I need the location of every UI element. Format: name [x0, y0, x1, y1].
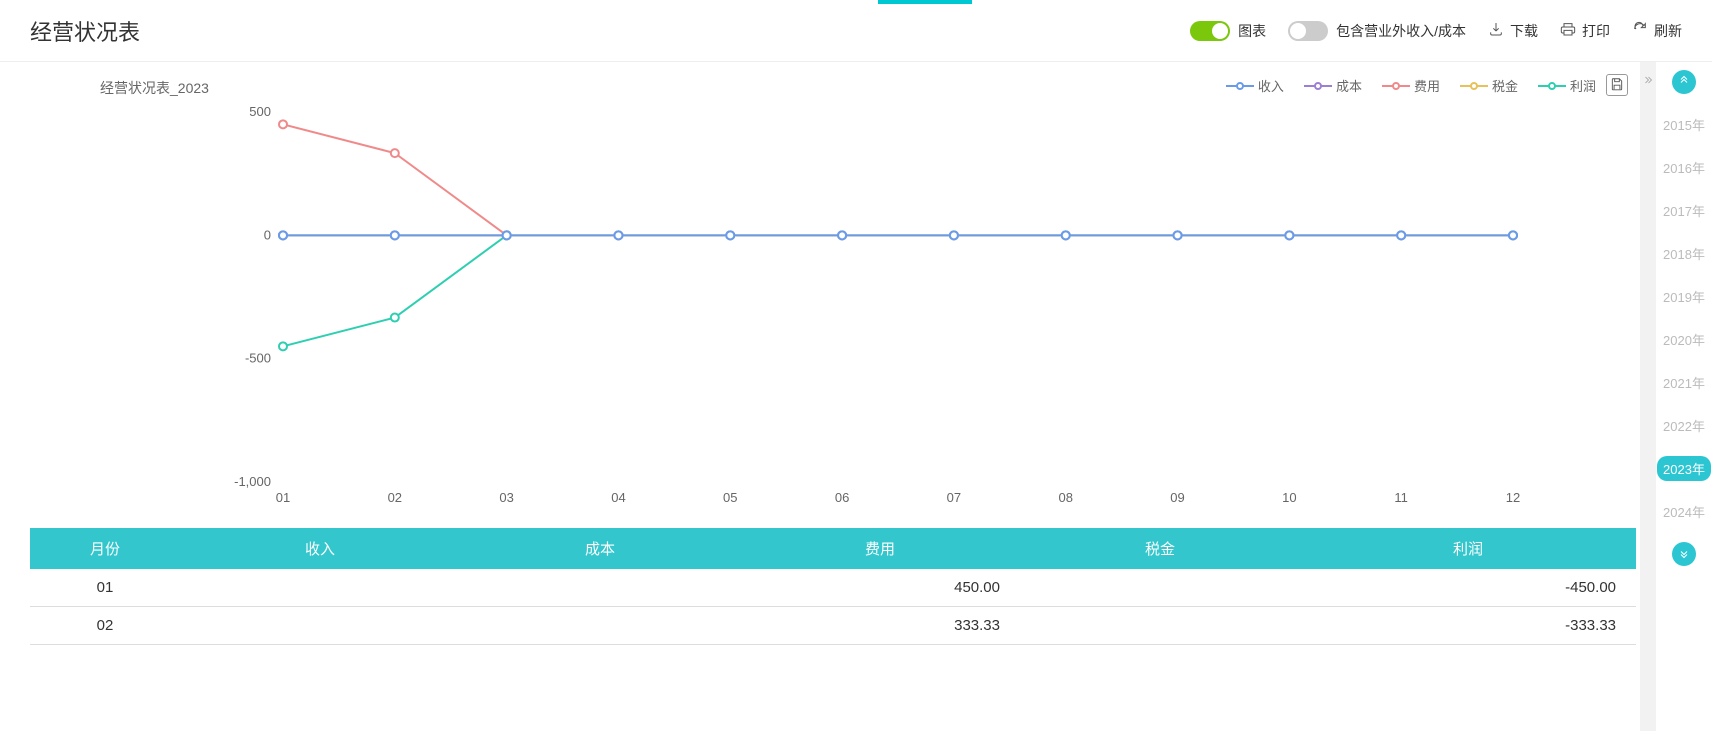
svg-text:06: 06: [835, 490, 849, 505]
toggle-chart-label: 图表: [1238, 21, 1266, 41]
year-panel: 2015年 2016年 2017年 2018年 2019年 2020年 2021年 2022年…: [1656, 62, 1712, 731]
save-icon: [1610, 77, 1624, 94]
legend-income[interactable]: 收入: [1226, 76, 1284, 95]
svg-text:09: 09: [1170, 490, 1184, 505]
chart-save-button[interactable]: [1606, 74, 1628, 96]
cell-cost: [460, 607, 740, 645]
download-label: 下载: [1510, 21, 1538, 41]
svg-text:02: 02: [388, 490, 402, 505]
svg-text:-1,000: -1,000: [234, 474, 271, 489]
panel-collapse-button[interactable]: [1640, 62, 1656, 731]
year-item[interactable]: 2023年: [1657, 456, 1711, 481]
svg-text:07: 07: [947, 490, 961, 505]
table-header-row: 月份 收入 成本 费用 税金 利润: [30, 528, 1636, 569]
refresh-button[interactable]: 刷新: [1632, 21, 1682, 41]
toggle-chart[interactable]: 图表: [1190, 21, 1266, 41]
page-title: 经营状况表: [30, 15, 140, 47]
refresh-label: 刷新: [1654, 21, 1682, 41]
svg-text:04: 04: [611, 490, 625, 505]
content-column: 经营状况表_2023 收入 成本 费用 税金 利润 5000-500-1,000…: [0, 62, 1640, 731]
cell-month: 02: [30, 607, 180, 645]
toggle-nonoper-switch[interactable]: [1288, 21, 1328, 41]
svg-text:01: 01: [276, 490, 290, 505]
chart-legend: 收入 成本 费用 税金 利润: [1226, 76, 1596, 95]
data-table: 月份 收入 成本 费用 税金 利润 01 450.00: [30, 528, 1636, 645]
table-row: 01 450.00 -450.00: [30, 569, 1636, 607]
year-item[interactable]: 2015年: [1657, 112, 1711, 137]
legend-tax[interactable]: 税金: [1460, 76, 1518, 95]
year-scroll-up-button[interactable]: [1672, 70, 1696, 94]
refresh-icon: [1632, 21, 1648, 40]
svg-text:08: 08: [1058, 490, 1072, 505]
svg-text:05: 05: [723, 490, 737, 505]
line-chart: 500 0 -500 -1,000 01 02 03 04 05 06 07 08 09 10 11 12: [40, 102, 1626, 512]
legend-fee-label: 费用: [1414, 76, 1440, 95]
year-list: 2015年 2016年 2017年 2018年 2019年 2020年 2021年 2022年…: [1657, 112, 1711, 524]
th-cost: 成本: [460, 528, 740, 569]
legend-fee-symbol: [1382, 79, 1410, 93]
cell-profit: -333.33: [1300, 607, 1636, 645]
svg-text:10: 10: [1282, 490, 1296, 505]
main-area: 经营状况表_2023 收入 成本 费用 税金 利润 5000-500-1,000…: [0, 62, 1712, 731]
toggle-nonoper-label: 包含营业外收入/成本: [1336, 21, 1466, 41]
table-row: 02 333.33 -333.33: [30, 607, 1636, 645]
cell-fee: 333.33: [740, 607, 1020, 645]
year-scroll-down-button[interactable]: [1672, 542, 1696, 566]
svg-text:03: 03: [499, 490, 513, 505]
legend-tax-symbol: [1460, 79, 1488, 93]
cell-tax: [1020, 569, 1300, 607]
svg-text:-500: -500: [245, 351, 271, 366]
th-fee: 费用: [740, 528, 1020, 569]
top-tab-indicator: [878, 0, 972, 4]
print-button[interactable]: 打印: [1560, 21, 1610, 41]
th-income: 收入: [180, 528, 460, 569]
chart-card: 经营状况表_2023 收入 成本 费用 税金 利润 5000-500-1,000…: [30, 68, 1636, 522]
download-button[interactable]: 下载: [1488, 21, 1538, 41]
cell-tax: [1020, 607, 1300, 645]
toggle-chart-switch[interactable]: [1190, 21, 1230, 41]
cell-cost: [460, 569, 740, 607]
legend-tax-label: 税金: [1492, 76, 1518, 95]
legend-fee[interactable]: 费用: [1382, 76, 1440, 95]
header-actions: 图表 包含营业外收入/成本 下载 打印: [1190, 21, 1682, 41]
page-header: 经营状况表 图表 包含营业外收入/成本 下载 打印: [0, 0, 1712, 62]
svg-text:11: 11: [1394, 490, 1408, 505]
svg-text:12: 12: [1506, 490, 1520, 505]
legend-cost-symbol: [1304, 79, 1332, 93]
year-item[interactable]: 2018年: [1657, 241, 1711, 266]
chevron-right-double-icon: [1642, 70, 1654, 93]
cell-income: [180, 607, 460, 645]
year-item[interactable]: 2022年: [1657, 413, 1711, 438]
year-item[interactable]: 2019年: [1657, 284, 1711, 309]
year-item[interactable]: 2021年: [1657, 370, 1711, 395]
year-item[interactable]: 2020年: [1657, 327, 1711, 352]
th-tax: 税金: [1020, 528, 1300, 569]
svg-text:0: 0: [264, 227, 271, 242]
cell-month: 01: [30, 569, 180, 607]
year-item[interactable]: 2017年: [1657, 198, 1711, 223]
print-label: 打印: [1582, 21, 1610, 41]
legend-income-label: 收入: [1258, 76, 1284, 95]
chevron-up-icon: [1678, 74, 1690, 90]
cell-income: [180, 569, 460, 607]
th-month: 月份: [30, 528, 180, 569]
legend-income-symbol: [1226, 79, 1254, 93]
toggle-nonoper[interactable]: 包含营业外收入/成本: [1288, 21, 1466, 41]
legend-cost-label: 成本: [1336, 76, 1362, 95]
cell-fee: 450.00: [740, 569, 1020, 607]
legend-profit[interactable]: 利润: [1538, 76, 1596, 95]
th-profit: 利润: [1300, 528, 1636, 569]
print-icon: [1560, 21, 1576, 40]
cell-profit: -450.00: [1300, 569, 1636, 607]
svg-text:500: 500: [249, 104, 271, 119]
year-item[interactable]: 2024年: [1657, 499, 1711, 524]
download-icon: [1488, 21, 1504, 40]
year-item[interactable]: 2016年: [1657, 155, 1711, 180]
legend-profit-label: 利润: [1570, 76, 1596, 95]
chevron-down-icon: [1678, 546, 1690, 562]
legend-profit-symbol: [1538, 79, 1566, 93]
legend-cost[interactable]: 成本: [1304, 76, 1362, 95]
